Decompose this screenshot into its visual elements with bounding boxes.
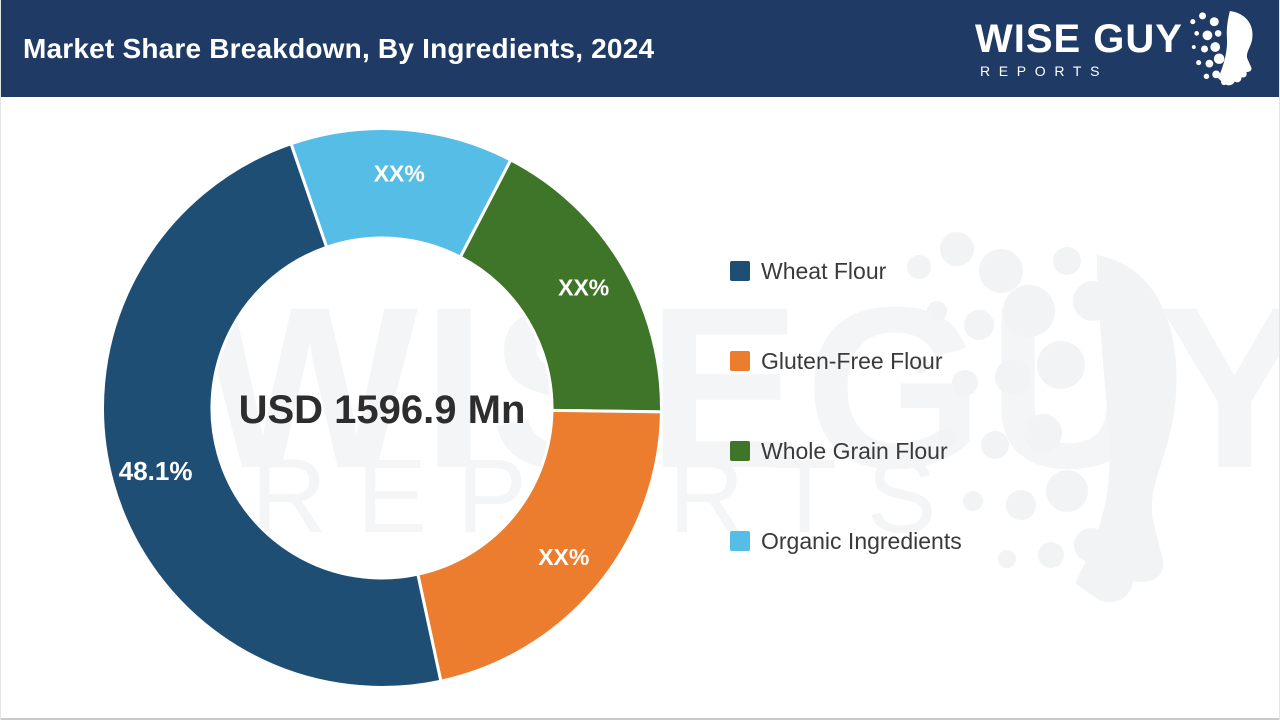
legend-swatch-organic-ingredients [730,531,750,551]
legend-label: Organic Ingredients [761,527,962,554]
logo-text: WISE GUY REPORTS [975,19,1183,79]
slice-value-label: XX% [538,544,589,570]
header: Market Share Breakdown, By Ingredients, … [1,0,1279,97]
donut-center-label: USD 1596.9 Mn [239,388,526,432]
slice-value-label: XX% [558,274,609,300]
legend-label: Gluten-Free Flour [761,347,943,374]
logo-wordmark: WISE GUY [974,16,1183,61]
donut-segment-wheat-flour [101,142,443,689]
legend-item-whole-grain-flour: Whole Grain Flour [730,437,948,465]
bottom-border [1,718,1279,720]
legend-item-gluten-free-flour: Gluten-Free Flour [730,347,943,375]
donut-segment-whole-grain-flour [458,158,663,414]
slice-value-label: XX% [374,161,425,187]
legend-swatch-whole-grain-flour [730,441,750,461]
logo-reports-text: REPORTS [979,62,1109,79]
legend-item-wheat-flour: Wheat Flour [730,257,886,285]
donut-segment-gluten-free-flour [416,408,663,683]
legend-item-organic-ingredients: Organic Ingredients [730,527,962,555]
slice-value-label: 48.1% [119,456,193,486]
legend-label: Wheat Flour [761,257,887,284]
logo-face-icon [1190,10,1253,85]
watermark-face-decoration [907,232,1177,603]
legend-label: Whole Grain Flour [761,437,948,464]
legend-swatch-gluten-free-flour [730,351,750,371]
legend-swatch-wheat-flour [730,261,750,281]
wise-guy-logo: WISE GUY REPORTS [975,8,1263,90]
page-title: Market Share Breakdown, By Ingredients, … [23,32,655,64]
donut-chart: XX% XX% XX% 48.1% USD 1596.9 Mn [101,127,663,689]
